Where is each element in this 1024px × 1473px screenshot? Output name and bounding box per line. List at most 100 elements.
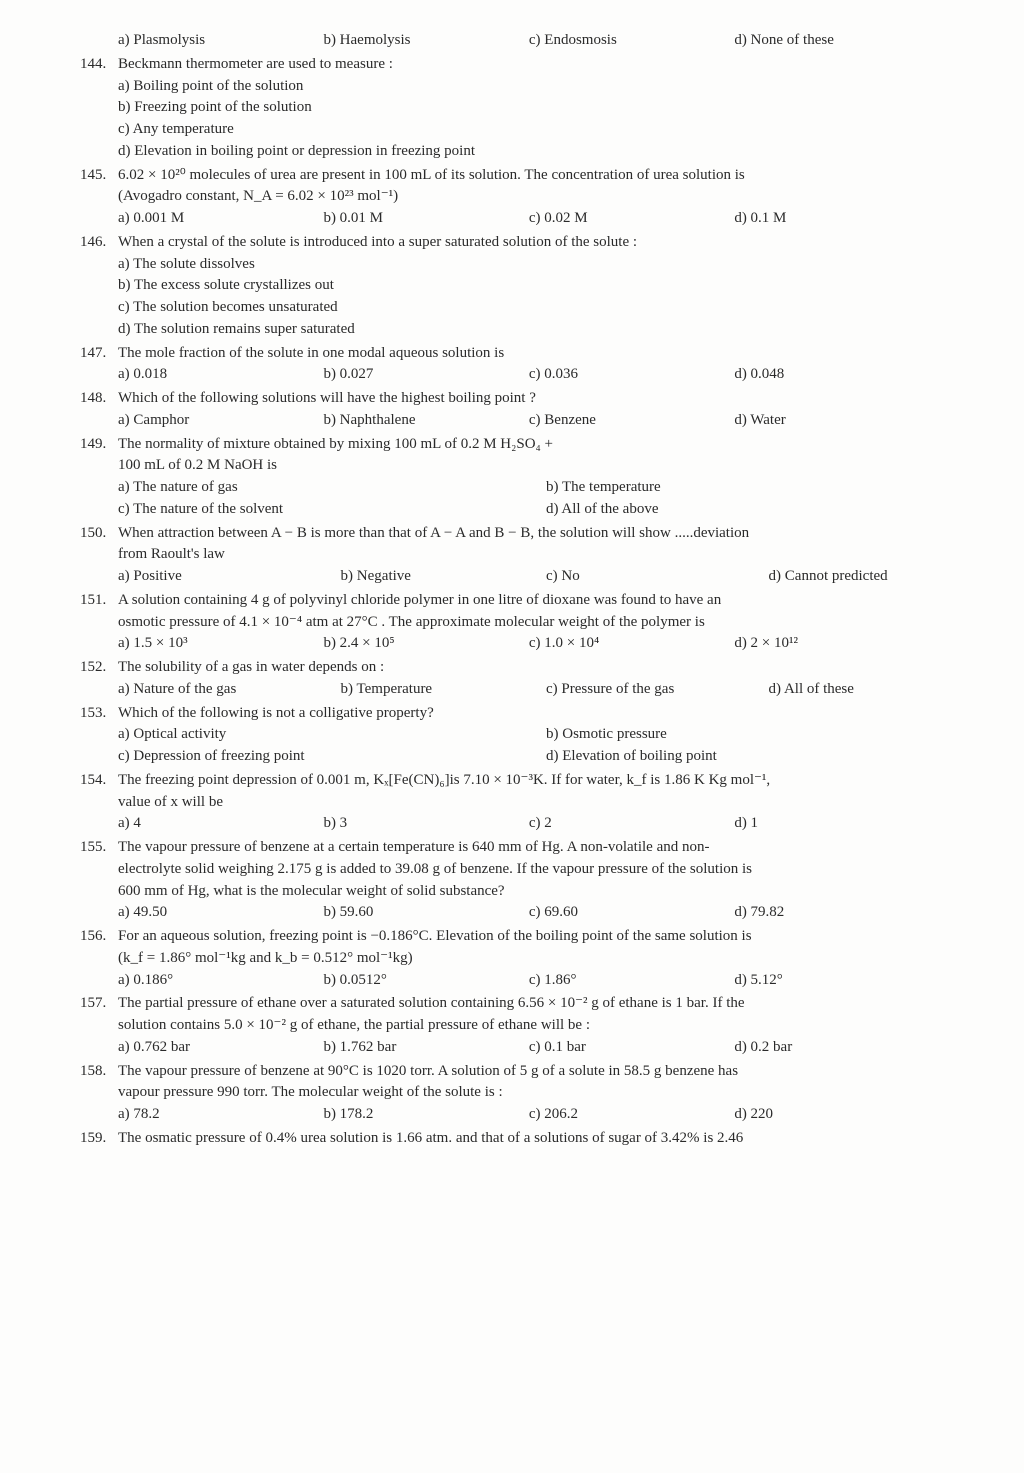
option-c: c) Pressure of the gas (546, 679, 769, 701)
question-144: 144. Beckmann thermometer are used to me… (80, 54, 974, 163)
option-d: d) All of the above (546, 499, 974, 521)
options-row: a) 78.2 b) 178.2 c) 206.2 d) 220 (118, 1104, 974, 1126)
question-text: 6.02 × 10²⁰ molecules of urea are presen… (118, 165, 974, 187)
options-row: a) 0.186° b) 0.0512° c) 1.86° d) 5.12° (118, 970, 974, 992)
question-151: 151. A solution containing 4 g of polyvi… (80, 590, 974, 655)
options-row: a) Positive b) Negative c) No d) Cannot … (118, 566, 974, 588)
option-c: c) 0.1 bar (529, 1037, 734, 1059)
question-number: 147. (80, 343, 118, 365)
option-a: a) Camphor (118, 410, 323, 432)
question-text-cont: osmotic pressure of 4.1 × 10⁻⁴ atm at 27… (118, 612, 974, 634)
question-text: The mole fraction of the solute in one m… (118, 343, 974, 365)
option-b: b) Negative (341, 566, 546, 588)
option-a: a) 4 (118, 813, 323, 835)
option-d: d) Elevation of boiling point (546, 746, 974, 768)
option-a: a) Positive (118, 566, 341, 588)
option-c: c) 0.02 M (529, 208, 734, 230)
question-number: 144. (80, 54, 118, 76)
option-d: d) Elevation in boiling point or depress… (118, 141, 974, 163)
option-d: d) 79.82 (734, 902, 939, 924)
option-d: d) The solution remains super saturated (118, 319, 974, 341)
question-154: 154. The freezing point depression of 0.… (80, 770, 974, 835)
option-a: a) Nature of the gas (118, 679, 341, 701)
question-158: 158. The vapour pressure of benzene at 9… (80, 1061, 974, 1126)
question-text: The vapour pressure of benzene at 90°C i… (118, 1061, 974, 1083)
option-a: a) 1.5 × 10³ (118, 633, 323, 655)
option-b: b) 178.2 (323, 1104, 528, 1126)
question-text: The freezing point depression of 0.001 m… (118, 770, 974, 792)
option-d: d) 5.12° (734, 970, 939, 992)
question-number: 156. (80, 926, 118, 948)
option-a: a) 0.762 bar (118, 1037, 323, 1059)
question-number: 150. (80, 523, 118, 545)
question-number: 155. (80, 837, 118, 859)
option-b: b) The temperature (546, 477, 974, 499)
options-row: a) 1.5 × 10³ b) 2.4 × 10⁵ c) 1.0 × 10⁴ d… (118, 633, 974, 655)
question-text: The osmatic pressure of 0.4% urea soluti… (118, 1128, 974, 1150)
option-c: c) The nature of the solvent (118, 499, 546, 521)
question-number: 159. (80, 1128, 118, 1150)
option-b: b) Osmotic pressure (546, 724, 974, 746)
option-c: c) Any temperature (118, 119, 974, 141)
question-text-cont: value of x will be (118, 792, 974, 814)
question-text-cont: (k_f = 1.86° mol⁻¹kg and k_b = 0.512° mo… (118, 948, 974, 970)
question-159: 159. The osmatic pressure of 0.4% urea s… (80, 1128, 974, 1150)
question-text: For an aqueous solution, freezing point … (118, 926, 974, 948)
option-d: d) None of these (734, 30, 939, 52)
option-c: c) The solution becomes unsaturated (118, 297, 974, 319)
option-d: d) 0.048 (734, 364, 939, 386)
options-row: a) Camphor b) Naphthalene c) Benzene d) … (118, 410, 974, 432)
option-c: c) Endosmosis (529, 30, 734, 52)
option-b: b) Haemolysis (323, 30, 528, 52)
question-153: 153. Which of the following is not a col… (80, 703, 974, 768)
question-number: 158. (80, 1061, 118, 1083)
option-b: b) Naphthalene (323, 410, 528, 432)
question-text-cont: from Raoult's law (118, 544, 974, 566)
question-156: 156. For an aqueous solution, freezing p… (80, 926, 974, 991)
question-145: 145. 6.02 × 10²⁰ molecules of urea are p… (80, 165, 974, 230)
options-2col: a) The nature of gas b) The temperature … (118, 477, 974, 521)
question-text: The vapour pressure of benzene at a cert… (118, 837, 974, 859)
option-a: a) 0.186° (118, 970, 323, 992)
option-d: d) Water (734, 410, 939, 432)
question-text: A solution containing 4 g of polyvinyl c… (118, 590, 974, 612)
option-a: a) 0.001 M (118, 208, 323, 230)
option-d: d) 0.2 bar (734, 1037, 939, 1059)
question-text-cont-2: 600 mm of Hg, what is the molecular weig… (118, 881, 974, 903)
option-b: b) 2.4 × 10⁵ (323, 633, 528, 655)
options-vertical: a) Boiling point of the solution b) Free… (118, 76, 974, 163)
option-c: c) Benzene (529, 410, 734, 432)
question-155: 155. The vapour pressure of benzene at a… (80, 837, 974, 924)
question-text-cont: solution contains 5.0 × 10⁻² g of ethane… (118, 1015, 974, 1037)
option-b: b) Freezing point of the solution (118, 97, 974, 119)
option-d: d) 1 (734, 813, 939, 835)
option-d: d) 220 (734, 1104, 939, 1126)
question-text: Which of the following is not a colligat… (118, 703, 974, 725)
options-row: a) Nature of the gas b) Temperature c) P… (118, 679, 974, 701)
option-b: b) 59.60 (323, 902, 528, 924)
question-157: 157. The partial pressure of ethane over… (80, 993, 974, 1058)
question-number: 149. (80, 434, 118, 456)
question-150: 150. When attraction between A − B is mo… (80, 523, 974, 588)
option-c: c) 69.60 (529, 902, 734, 924)
question-text: The normality of mixture obtained by mix… (118, 434, 974, 456)
option-d: d) Cannot predicted (769, 566, 957, 588)
option-a: a) Plasmolysis (118, 30, 323, 52)
options-row: a) 49.50 b) 59.60 c) 69.60 d) 79.82 (118, 902, 974, 924)
question-text: When a crystal of the solute is introduc… (118, 232, 974, 254)
option-b: b) 0.0512° (323, 970, 528, 992)
question-number: 146. (80, 232, 118, 254)
option-a: a) 49.50 (118, 902, 323, 924)
question-text: The partial pressure of ethane over a sa… (118, 993, 974, 1015)
question-number: 148. (80, 388, 118, 410)
question-text-cont: (Avogadro constant, N_A = 6.02 × 10²³ mo… (118, 186, 974, 208)
option-b: b) 0.01 M (323, 208, 528, 230)
option-a: a) 78.2 (118, 1104, 323, 1126)
question-number: 145. (80, 165, 118, 187)
option-c: c) 1.0 × 10⁴ (529, 633, 734, 655)
question-text: Which of the following solutions will ha… (118, 388, 974, 410)
option-b: b) 0.027 (323, 364, 528, 386)
question-number: 154. (80, 770, 118, 792)
options-row: a) 4 b) 3 c) 2 d) 1 (118, 813, 974, 835)
option-c: c) 2 (529, 813, 734, 835)
